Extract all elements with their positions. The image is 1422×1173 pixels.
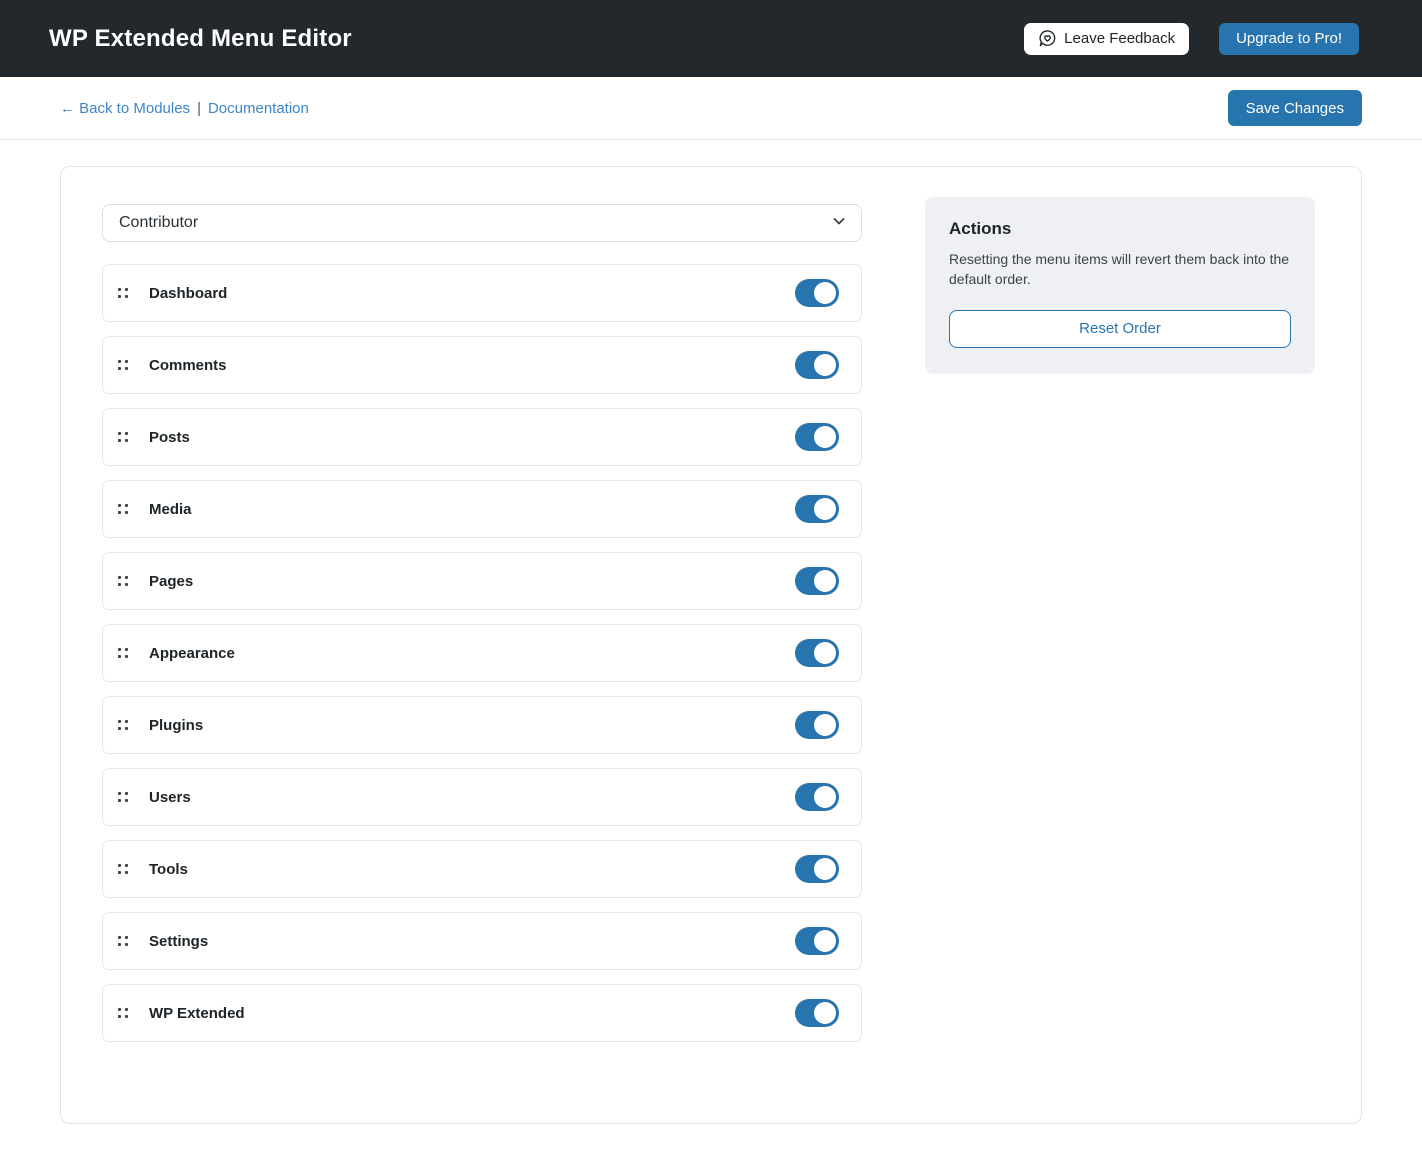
- drag-handle-icon[interactable]: [118, 936, 128, 946]
- drag-handle-icon[interactable]: [118, 504, 128, 514]
- toggle-knob: [814, 714, 836, 736]
- leave-feedback-label: Leave Feedback: [1064, 30, 1176, 47]
- chevron-down-icon: [831, 213, 847, 234]
- toggle-knob: [814, 858, 836, 880]
- leave-feedback-button[interactable]: Leave Feedback: [1024, 22, 1190, 55]
- menu-item-label: Plugins: [149, 716, 204, 734]
- menu-item-row: Media: [102, 480, 862, 538]
- menu-item-row: Pages: [102, 552, 862, 610]
- menu-item-label: Users: [149, 788, 191, 806]
- drag-handle-icon[interactable]: [118, 792, 128, 802]
- menu-item-label: Appearance: [149, 644, 235, 662]
- menu-item-toggle[interactable]: [795, 855, 839, 883]
- app-header: WP Extended Menu Editor Leave Feedback U…: [0, 0, 1422, 77]
- upgrade-pro-button[interactable]: Upgrade to Pro!: [1219, 22, 1359, 55]
- drag-handle-icon[interactable]: [118, 720, 128, 730]
- toggle-knob: [814, 1002, 836, 1024]
- toolbar-links: ← Back to Modules | Documentation: [60, 100, 309, 117]
- menu-item-toggle[interactable]: [795, 495, 839, 523]
- role-select-value: Contributor: [119, 214, 199, 231]
- feedback-heart-icon: [1038, 29, 1057, 48]
- menu-item-toggle[interactable]: [795, 279, 839, 307]
- menu-item-toggle[interactable]: [795, 639, 839, 667]
- menu-item-toggle[interactable]: [795, 423, 839, 451]
- actions-title: Actions: [949, 219, 1012, 238]
- actions-panel: Actions Resetting the menu items will re…: [925, 197, 1315, 374]
- menu-item-row: Comments: [102, 336, 862, 394]
- toggle-knob: [814, 426, 836, 448]
- menu-item-toggle[interactable]: [795, 999, 839, 1027]
- toolbar: ← Back to Modules | Documentation Save C…: [0, 77, 1422, 140]
- actions-description: Resetting the menu items will revert the…: [949, 251, 1290, 288]
- menu-item-toggle[interactable]: [795, 927, 839, 955]
- save-changes-button[interactable]: Save Changes: [1227, 90, 1362, 126]
- menu-item-label: Settings: [149, 932, 209, 950]
- drag-handle-icon[interactable]: [118, 576, 128, 586]
- menu-item-row: Users: [102, 768, 862, 826]
- menu-item-label: Tools: [149, 860, 188, 878]
- reset-order-button[interactable]: Reset Order: [949, 309, 1291, 348]
- toggle-knob: [814, 282, 836, 304]
- menu-item-toggle[interactable]: [795, 711, 839, 739]
- menu-item-toggle[interactable]: [795, 783, 839, 811]
- menu-item-row: Appearance: [102, 624, 862, 682]
- link-separator: |: [197, 99, 201, 117]
- role-select[interactable]: Contributor: [102, 204, 862, 242]
- menu-item-toggle[interactable]: [795, 351, 839, 379]
- menu-editor-card: Contributor Dashboard Comments Posts: [60, 166, 1362, 1124]
- menu-item-row: Plugins: [102, 696, 862, 754]
- documentation-link[interactable]: Documentation: [207, 99, 309, 117]
- menu-item-row: Tools: [102, 840, 862, 898]
- menu-item-label: Posts: [149, 428, 190, 446]
- drag-handle-icon[interactable]: [118, 648, 128, 658]
- drag-handle-icon[interactable]: [118, 288, 128, 298]
- toggle-knob: [814, 498, 836, 520]
- menu-item-label: WP Extended: [149, 1004, 245, 1022]
- menu-item-label: Pages: [149, 572, 194, 590]
- menu-item-toggle[interactable]: [795, 567, 839, 595]
- toggle-knob: [814, 930, 836, 952]
- menu-item-label: Dashboard: [149, 284, 228, 302]
- menu-item-label: Media: [149, 500, 192, 518]
- drag-handle-icon[interactable]: [118, 1008, 128, 1018]
- toggle-knob: [814, 786, 836, 808]
- content: Contributor Dashboard Comments Posts: [0, 140, 1422, 1124]
- menu-item-row: Dashboard: [102, 264, 862, 322]
- toggle-knob: [814, 570, 836, 592]
- menu-items-list: Dashboard Comments Posts Media Pages: [102, 264, 862, 1042]
- header-actions: Leave Feedback Upgrade to Pro!: [1024, 22, 1359, 55]
- menu-editor-column: Contributor Dashboard Comments Posts: [102, 197, 862, 1123]
- menu-item-label: Comments: [149, 356, 227, 374]
- back-to-modules-link[interactable]: ← Back to Modules: [60, 99, 191, 117]
- drag-handle-icon[interactable]: [118, 360, 128, 370]
- menu-item-row: WP Extended: [102, 984, 862, 1042]
- menu-item-row: Settings: [102, 912, 862, 970]
- toggle-knob: [814, 642, 836, 664]
- menu-item-row: Posts: [102, 408, 862, 466]
- toggle-knob: [814, 354, 836, 376]
- page-title: WP Extended Menu Editor: [49, 24, 352, 52]
- drag-handle-icon[interactable]: [118, 864, 128, 874]
- drag-handle-icon[interactable]: [118, 432, 128, 442]
